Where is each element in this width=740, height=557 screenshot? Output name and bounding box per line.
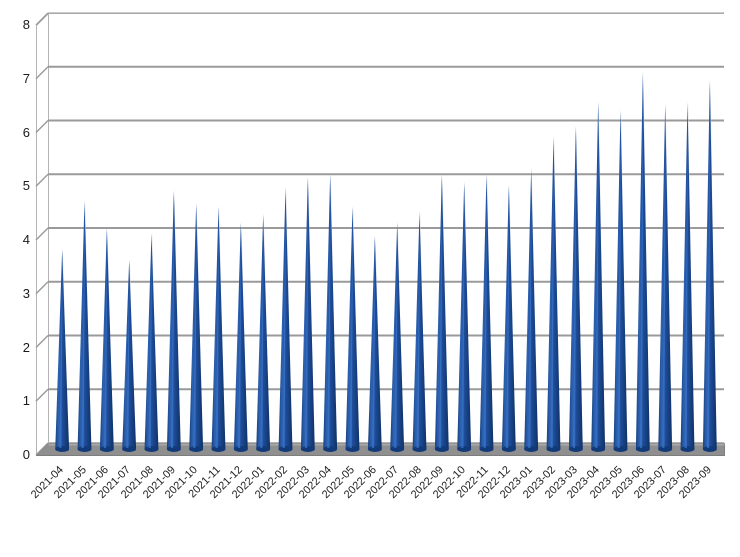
cone-data-point (457, 180, 472, 452)
y-axis-tick-label: 0 (22, 447, 30, 462)
cone-data-point (658, 102, 673, 452)
cone-data-point (233, 220, 248, 452)
cone-data-point (501, 183, 516, 452)
cone-data-point (412, 209, 427, 452)
cone-data-point (278, 185, 293, 452)
cone-data-point (211, 204, 226, 452)
y-axis-tick-label: 8 (22, 17, 30, 32)
y-axis-tick-label: 1 (22, 393, 30, 409)
x-axis-labels: 2021-04 2021-05 2021-06 2021-07 2021-08 2021-… (29, 464, 714, 501)
y-axis-tick-label: 2 (22, 339, 30, 355)
cone-data-point (479, 172, 494, 452)
y-axis-tick-label: 4 (22, 232, 30, 247)
cone-series (55, 70, 717, 452)
cone-data-point (680, 99, 695, 452)
cone-data-point (434, 172, 449, 452)
cone-data-point (122, 258, 137, 452)
y-axis-tick-label: 7 (22, 70, 30, 86)
cone-data-point (390, 220, 405, 452)
cone-data-point (591, 99, 606, 452)
cone-data-point (77, 199, 92, 452)
cone-data-point (524, 166, 539, 452)
cone-data-point (635, 70, 650, 452)
y-axis-labels: 8 7 6 5 4 3 2 1 0 (0, 0, 30, 512)
cone-data-point (256, 212, 271, 452)
y-axis-tick-label: 5 (22, 178, 30, 194)
cone-data-point (144, 231, 159, 452)
cone-data-point (166, 188, 181, 452)
cone-data-point (300, 174, 315, 452)
cone-data-point (367, 234, 382, 452)
cone-data-point (99, 226, 114, 452)
cone-data-point (702, 78, 717, 452)
cone-data-point (323, 172, 338, 452)
cone-data-point (55, 247, 70, 452)
y-axis-tick-label: 3 (22, 285, 30, 301)
cone-data-point (546, 134, 561, 452)
cone-data-point (345, 204, 360, 452)
cone-data-point (189, 201, 204, 452)
y-axis-tick-label: 6 (22, 124, 30, 140)
cone-data-point (568, 123, 583, 452)
cone-data-point (613, 107, 628, 452)
